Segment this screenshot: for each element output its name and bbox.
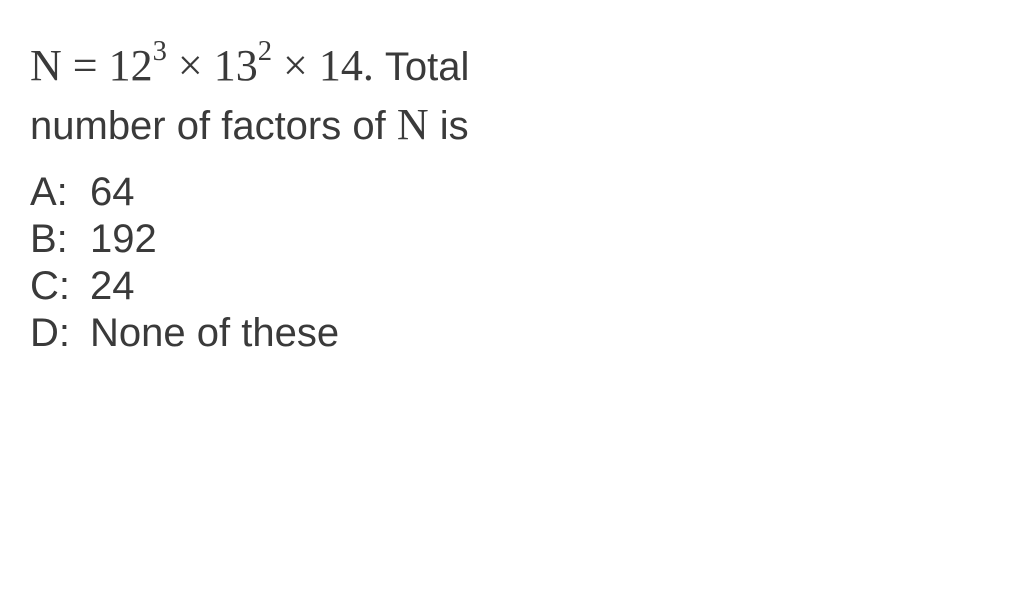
option-value: 192 [90, 217, 157, 262]
base-3: 14 [319, 41, 363, 90]
period: . [363, 41, 374, 90]
question-container: N = 123 × 132 × 14. Total number of fact… [30, 40, 994, 356]
option-value: None of these [90, 311, 339, 356]
question-text-line2: number of factors of N is [30, 99, 994, 150]
variable-n-2: N [397, 100, 429, 149]
times-2: × [283, 41, 308, 90]
text-number-of-factors: number of factors of [30, 104, 386, 148]
exponent-1: 3 [153, 36, 167, 67]
variable-n: N [30, 41, 62, 90]
options-container: A: 64 B: 192 C: 24 D: None of these [30, 170, 994, 356]
equation-line: N = 123 × 132 × 14. Total [30, 40, 994, 91]
option-label: B: [30, 217, 90, 262]
option-d[interactable]: D: None of these [30, 311, 994, 356]
option-label: A: [30, 170, 90, 215]
base-1: 12 [109, 41, 153, 90]
base-2: 13 [214, 41, 258, 90]
option-label: C: [30, 264, 90, 309]
equals-sign: = [73, 41, 98, 90]
option-a[interactable]: A: 64 [30, 170, 994, 215]
option-value: 24 [90, 264, 135, 309]
text-is: is [440, 104, 469, 148]
option-b[interactable]: B: 192 [30, 217, 994, 262]
option-c[interactable]: C: 24 [30, 264, 994, 309]
option-label: D: [30, 311, 90, 356]
times-1: × [178, 41, 203, 90]
exponent-2: 2 [258, 36, 272, 67]
text-total: Total [385, 45, 470, 89]
option-value: 64 [90, 170, 135, 215]
